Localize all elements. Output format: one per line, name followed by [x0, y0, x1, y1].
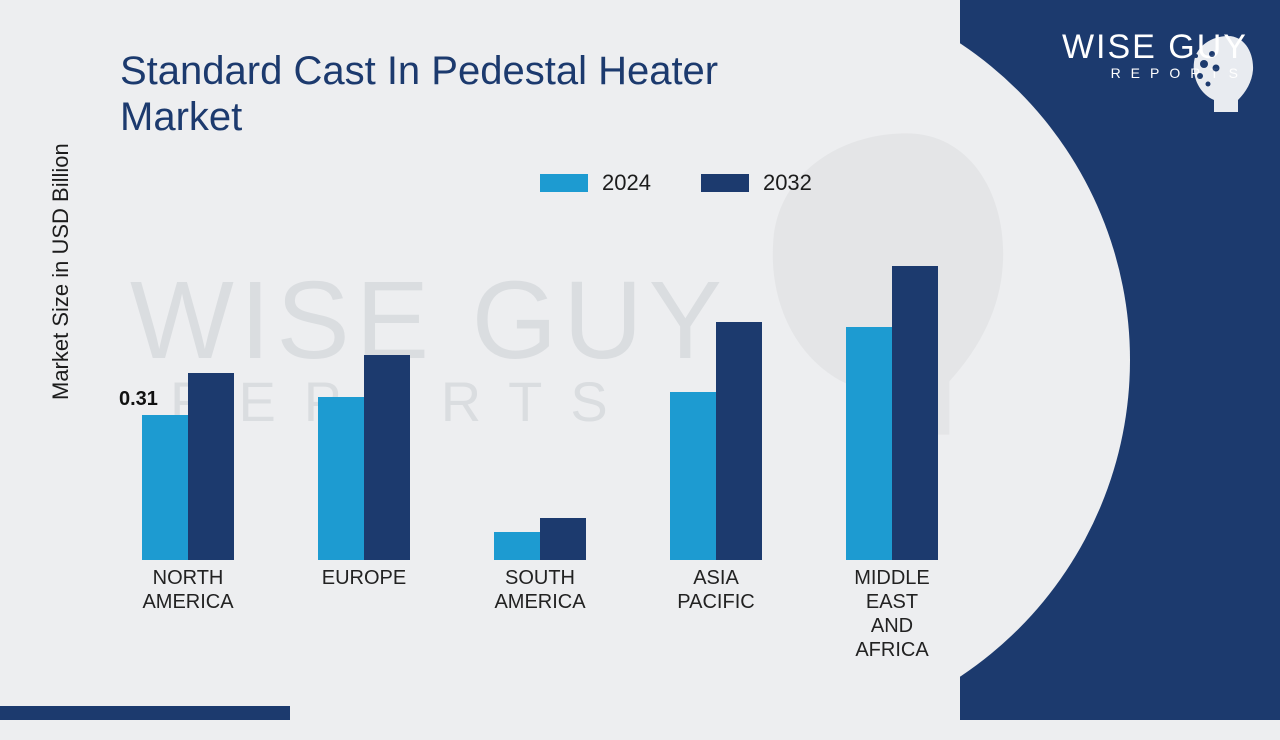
x-axis-labels: NORTH AMERICA EUROPE SOUTH AMERICA ASIA PAC… [100, 566, 980, 662]
legend-swatch-2032 [701, 174, 749, 192]
bar-group [817, 266, 967, 560]
bar-series-2024 [846, 327, 892, 560]
bar-series-2024 [494, 532, 540, 560]
chart-title: Standard Cast In Pedestal Heater Market [120, 48, 840, 140]
bar-group [641, 322, 791, 560]
brand-logo: WISE GUY REPORTS [1062, 28, 1248, 81]
bars-container: 0.31 [100, 210, 980, 560]
y-axis-label: Market Size in USD Billion [48, 143, 74, 400]
bar-series-2024 [318, 397, 364, 560]
x-axis-category-label: MIDDLE EAST AND AFRICA [817, 566, 967, 662]
bar-group: 0.31 [113, 373, 263, 560]
logo-head-icon [1186, 34, 1256, 114]
bar-series-2032 [188, 373, 234, 560]
x-axis-category-label: EUROPE [289, 566, 439, 662]
chart-plot-area: 0.31 [100, 210, 980, 560]
bar-series-2032 [716, 322, 762, 560]
legend-swatch-2024 [540, 174, 588, 192]
x-axis-category-label: SOUTH AMERICA [465, 566, 615, 662]
bar-group [465, 518, 615, 560]
legend-item-2032: 2032 [701, 170, 812, 196]
legend-label-2024: 2024 [602, 170, 651, 196]
footer-accent-bar [0, 706, 290, 720]
bar-series-2032 [892, 266, 938, 560]
chart-legend: 2024 2032 [540, 170, 812, 196]
bar-series-2032 [540, 518, 586, 560]
x-axis-category-label: NORTH AMERICA [113, 566, 263, 662]
bar-series-2024 [670, 392, 716, 560]
bar-series-2024 [142, 415, 188, 560]
x-axis-category-label: ASIA PACIFIC [641, 566, 791, 662]
bar-value-label: 0.31 [119, 388, 158, 411]
legend-item-2024: 2024 [540, 170, 651, 196]
bar-series-2032 [364, 355, 410, 560]
legend-label-2032: 2032 [763, 170, 812, 196]
bar-group [289, 355, 439, 560]
